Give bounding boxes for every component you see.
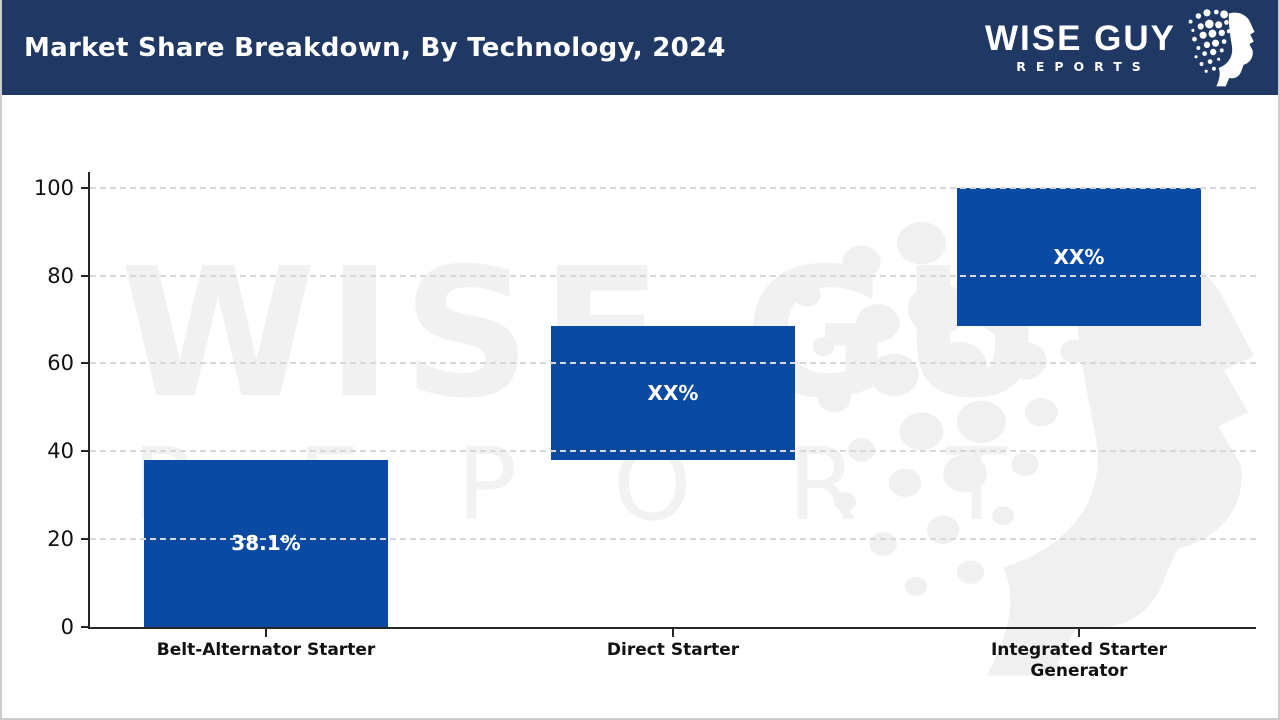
bar-value-label: 38.1% — [231, 531, 301, 556]
brand-subtitle: REPORTS — [1016, 59, 1151, 74]
gridline-80 — [90, 274, 1256, 277]
y-tick-label: 80 — [47, 263, 74, 288]
gridline-20 — [90, 538, 1256, 541]
y-tick-label: 0 — [60, 615, 74, 639]
y-tick-mark — [81, 274, 88, 277]
y-tick-mark — [81, 362, 88, 365]
y-tick-mark — [81, 626, 88, 628]
brand-name: WISE GUY — [984, 19, 1176, 58]
bar-value-label: XX% — [647, 380, 699, 405]
chart-area: WISE GUY REPORTS 0 20 40 60 80 100 38.1% XX% XX%… — [2, 95, 1278, 718]
y-axis-line — [88, 172, 90, 629]
x-axis-line — [88, 627, 1256, 629]
y-tick-label: 60 — [47, 351, 74, 376]
y-tick-mark — [81, 450, 88, 453]
page-title: Market Share Breakdown, By Technology, 2… — [24, 32, 726, 63]
y-tick-mark — [81, 538, 88, 541]
bar-segment — [144, 459, 388, 627]
gridline-100 — [90, 186, 1256, 189]
x-tick-mark — [265, 629, 267, 637]
x-category-label: Belt-Alternator Starter — [156, 640, 376, 660]
plot-region: 0 20 40 60 80 100 38.1% XX% XX% Belt-Alternator S… — [34, 172, 1256, 681]
x-tick-mark — [672, 629, 674, 637]
bar-value-label: XX% — [1053, 244, 1105, 269]
x-tick-mark — [1078, 629, 1080, 637]
header: Market Share Breakdown, By Technology, 2… — [2, 0, 1278, 95]
y-tick-mark — [81, 186, 88, 189]
y-tick-label: 40 — [47, 439, 74, 464]
y-tick-label: 100 — [33, 175, 74, 200]
bar-segment — [957, 187, 1201, 326]
gridline-60 — [90, 362, 1256, 365]
gridline-40 — [90, 450, 1256, 453]
brand-face-icon — [1188, 8, 1255, 86]
bar-segment — [551, 325, 795, 460]
brand-logo: WISE GUY REPORTS — [985, 8, 1264, 88]
x-category-label: Direct Starter — [606, 640, 740, 660]
x-category-label: Integrated Starter Generator — [990, 640, 1168, 682]
brand-logo-text: WISE GUY REPORTS — [985, 21, 1176, 74]
y-tick-label: 20 — [47, 527, 74, 552]
